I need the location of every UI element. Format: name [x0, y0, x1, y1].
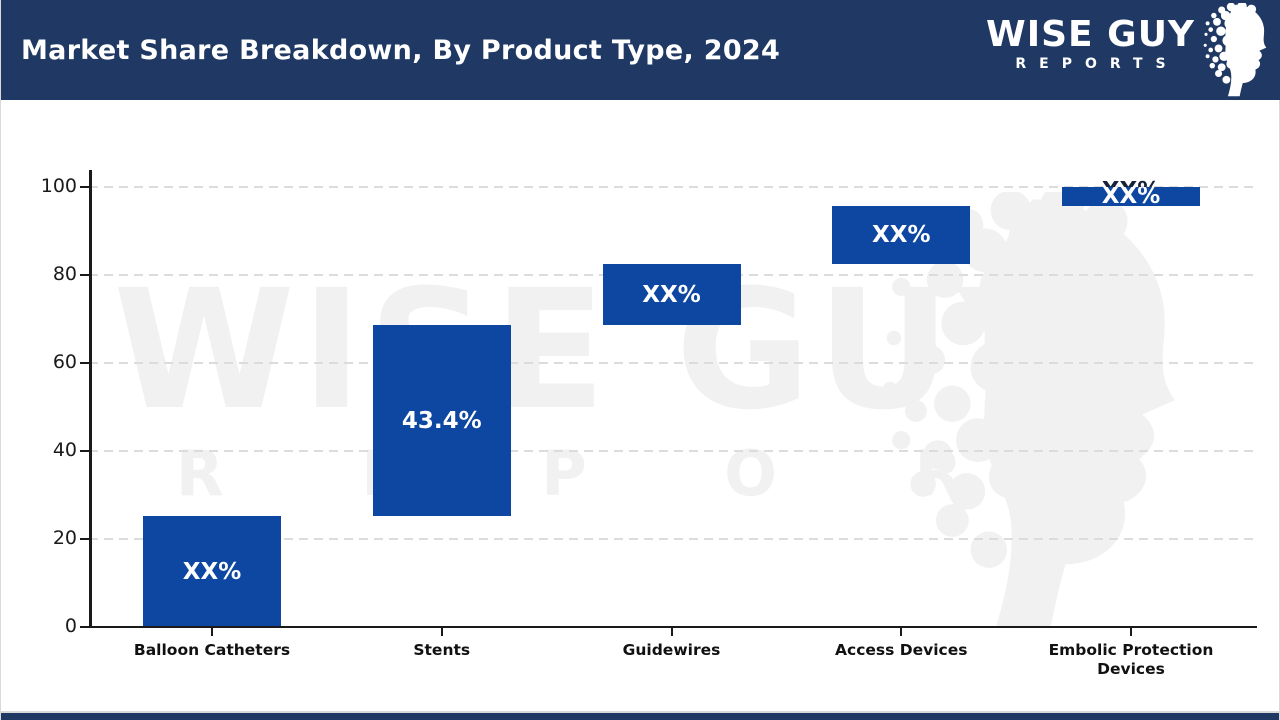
- gridline-40: [89, 450, 1256, 452]
- footer-divider: [1, 711, 1279, 713]
- y-tick-60: [80, 362, 89, 364]
- logo-face-icon: [1199, 3, 1271, 97]
- bar-value-label: XX%: [871, 221, 931, 248]
- gridline-100: [89, 186, 1256, 188]
- y-tick-80: [80, 274, 89, 276]
- gridline-60: [89, 362, 1256, 364]
- x-tick-4: [1130, 628, 1132, 636]
- x-tick-1: [440, 628, 443, 636]
- y-tick-label-100: 100: [40, 175, 77, 197]
- x-category-label: Balloon Catheters: [133, 641, 291, 659]
- logo-text: WISE GUY REPORTS: [986, 16, 1195, 72]
- x-category-label: Embolic Protection Devices: [1048, 641, 1214, 679]
- y-tick-100: [80, 186, 89, 188]
- y-tick-label-20: 20: [52, 527, 77, 549]
- y-tick-label-40: 40: [52, 439, 77, 461]
- y-tick-20: [80, 538, 89, 540]
- bar-value-label: XX%: [1101, 187, 1161, 206]
- x-category-label: Access Devices: [835, 641, 968, 659]
- y-tick-label-0: 0: [64, 615, 77, 637]
- bar-balloon-catheters: XX%: [143, 516, 281, 627]
- y-tick-label-60: 60: [52, 351, 77, 373]
- bar-value-label: XX%: [642, 281, 701, 308]
- gridline-20: [89, 538, 1256, 540]
- x-tick-2: [670, 628, 673, 636]
- bar-value-label: XX%: [182, 558, 242, 585]
- wise-guy-reports-logo: WISE GUY REPORTS: [943, 0, 1273, 100]
- y-tick-0: [80, 626, 89, 628]
- y-tick-40: [80, 450, 89, 452]
- bar-value-label: 43.4%: [401, 407, 482, 434]
- header-bar: Market Share Breakdown, By Product Type,…: [1, 0, 1280, 100]
- x-axis-line: [89, 625, 1257, 628]
- logo-wise-guy: WISE GUY: [985, 14, 1195, 55]
- page-title: Market Share Breakdown, By Product Type,…: [21, 34, 781, 66]
- x-tick-3: [900, 628, 903, 636]
- x-category-label: Stents: [413, 641, 471, 659]
- x-category-label: Guidewires: [622, 641, 721, 659]
- y-tick-label-80: 80: [52, 263, 77, 285]
- bar-guidewires: XX%: [602, 264, 741, 326]
- logo-reports: REPORTS: [1015, 55, 1179, 72]
- bar-stents: 43.4%: [372, 325, 511, 517]
- bar-access-devices: XX%: [832, 205, 971, 264]
- footer-bar: [1, 713, 1279, 720]
- y-axis-line: [89, 170, 92, 628]
- bar-embolic-protection-devices: XX%: [1062, 187, 1200, 206]
- x-tick-0: [211, 628, 213, 636]
